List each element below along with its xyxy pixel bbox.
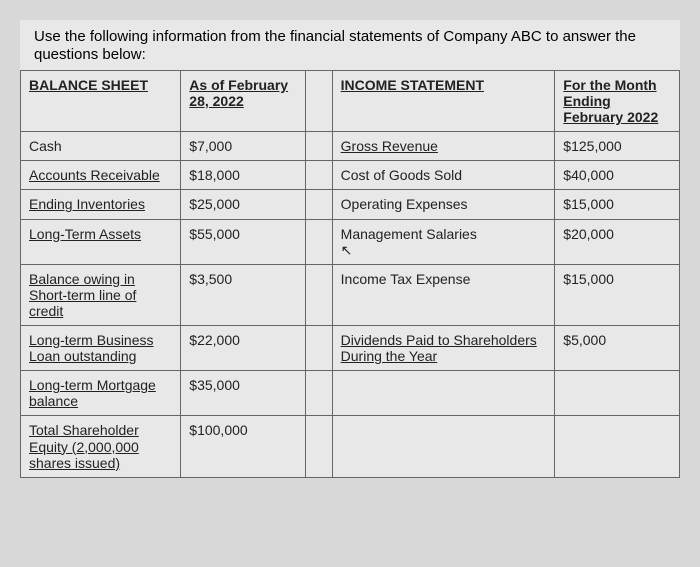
- inventory-label: Ending Inventories: [21, 190, 181, 219]
- cash-value: $7,000: [181, 132, 306, 161]
- tax-label: Income Tax Expense: [332, 264, 555, 325]
- for-month-header: For the Month Ending February 2022: [555, 71, 680, 132]
- table-row: Ending Inventories $25,000 Operating Exp…: [21, 190, 680, 219]
- opex-value: $15,000: [555, 190, 680, 219]
- empty-cell: [555, 416, 680, 477]
- table-row: Balance owing in Short-term line of cred…: [21, 264, 680, 325]
- table-row: Long-Term Assets $55,000 Management Sala…: [21, 219, 680, 264]
- dividends-value: $5,000: [555, 326, 680, 371]
- credit-label: Balance owing in Short-term line of cred…: [21, 264, 181, 325]
- income-statement-header: INCOME STATEMENT: [332, 71, 555, 132]
- tax-value: $15,000: [555, 264, 680, 325]
- empty-cell: [332, 416, 555, 477]
- cash-label: Cash: [21, 132, 181, 161]
- lta-label: Long-Term Assets: [21, 219, 181, 264]
- ar-value: $18,000: [181, 161, 306, 190]
- as-of-header: As of February 28, 2022: [181, 71, 306, 132]
- revenue-label: Gross Revenue: [332, 132, 555, 161]
- table-row: Long-term Business Loan outstanding $22,…: [21, 326, 680, 371]
- equity-value: $100,000: [181, 416, 306, 477]
- document-container: Use the following information from the f…: [20, 20, 680, 478]
- salaries-value: $20,000: [555, 219, 680, 264]
- revenue-value: $125,000: [555, 132, 680, 161]
- financial-table: BALANCE SHEET As of February 28, 2022 IN…: [20, 70, 680, 478]
- table-row: Total Shareholder Equity (2,000,000 shar…: [21, 416, 680, 477]
- empty-cell: [332, 371, 555, 416]
- mortgage-label: Long-term Mortgage balance: [21, 371, 181, 416]
- cogs-value: $40,000: [555, 161, 680, 190]
- salaries-label: Management Salaries↖: [332, 219, 555, 264]
- loan-label: Long-term Business Loan outstanding: [21, 326, 181, 371]
- loan-value: $22,000: [181, 326, 306, 371]
- table-row: Long-term Mortgage balance $35,000: [21, 371, 680, 416]
- spacer-cell: [305, 71, 332, 132]
- credit-value: $3,500: [181, 264, 306, 325]
- balance-sheet-header: BALANCE SHEET: [21, 71, 181, 132]
- empty-cell: [555, 371, 680, 416]
- ar-label: Accounts Receivable: [21, 161, 181, 190]
- inventory-value: $25,000: [181, 190, 306, 219]
- opex-label: Operating Expenses: [332, 190, 555, 219]
- table-row: Accounts Receivable $18,000 Cost of Good…: [21, 161, 680, 190]
- instruction-text: Use the following information from the f…: [20, 20, 680, 70]
- table-row: Cash $7,000 Gross Revenue $125,000: [21, 132, 680, 161]
- equity-label: Total Shareholder Equity (2,000,000 shar…: [21, 416, 181, 477]
- cogs-label: Cost of Goods Sold: [332, 161, 555, 190]
- header-row: BALANCE SHEET As of February 28, 2022 IN…: [21, 71, 680, 132]
- dividends-label: Dividends Paid to Shareholders During th…: [332, 326, 555, 371]
- lta-value: $55,000: [181, 219, 306, 264]
- mortgage-value: $35,000: [181, 371, 306, 416]
- cursor-icon: ↖: [341, 242, 351, 258]
